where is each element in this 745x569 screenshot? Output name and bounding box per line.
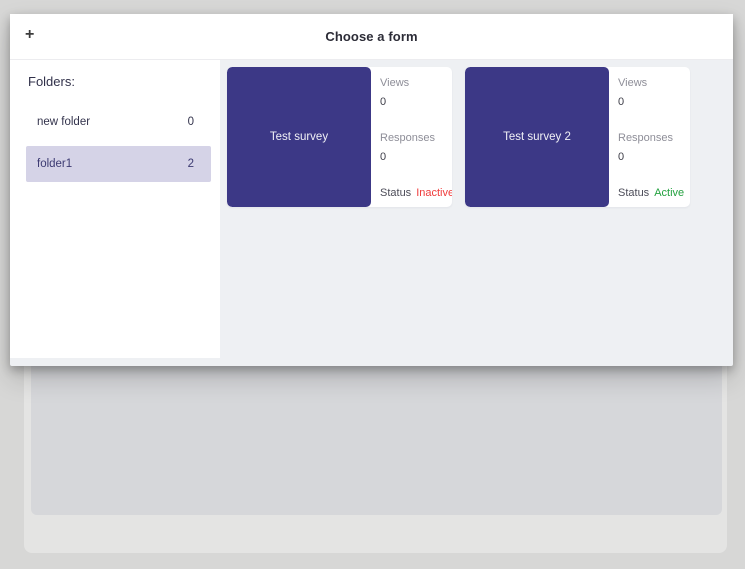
folder-count: 0	[187, 116, 194, 128]
folders-sidebar: Folders: new folder 0 folder1 2	[10, 60, 220, 358]
responses-value: 0	[380, 151, 387, 163]
status-badge: Active	[654, 187, 685, 199]
views-value: 0	[618, 96, 625, 108]
dialog-content: Folders: new folder 0 folder1 2 Test sur…	[10, 60, 733, 366]
folder-name: new folder	[37, 116, 91, 128]
folder-item-new-folder[interactable]: new folder 0	[26, 104, 211, 140]
form-title: Test survey 2	[503, 131, 571, 143]
form-card-stats: Views 0 Responses 0 Status Inactive	[371, 67, 452, 207]
dialog-title: Choose a form	[325, 29, 418, 44]
views-label: Views	[618, 77, 648, 89]
responses-value: 0	[618, 151, 625, 163]
views-label: Views	[380, 77, 410, 89]
folders-heading: Folders:	[28, 74, 75, 89]
status-label: Status	[380, 187, 412, 199]
status-row: Status Inactive	[380, 187, 452, 199]
folder-name: folder1	[37, 158, 73, 170]
form-title: Test survey	[269, 131, 329, 143]
forms-list: Test survey Views 0 Responses 0 Status I…	[220, 60, 733, 366]
form-card-cover: Test survey 2	[465, 67, 609, 207]
dialog-header: + Choose a form	[10, 14, 733, 60]
views-value: 0	[380, 96, 387, 108]
form-card-cover: Test survey	[227, 67, 371, 207]
form-card-stats: Views 0 Responses 0 Status Active	[609, 67, 690, 207]
status-row: Status Active	[618, 187, 684, 199]
folder-item-folder1[interactable]: folder1 2	[26, 146, 211, 182]
form-card-test-survey[interactable]: Test survey Views 0 Responses 0 Status I…	[227, 67, 452, 207]
responses-label: Responses	[380, 132, 436, 144]
status-label: Status	[618, 187, 650, 199]
status-badge: Inactive	[416, 187, 452, 199]
add-form-button[interactable]: +	[25, 26, 35, 43]
form-card-test-survey-2[interactable]: Test survey 2 Views 0 Responses 0 Status…	[465, 67, 690, 207]
folder-count: 2	[187, 158, 194, 170]
choose-form-dialog: + Choose a form Folders: new folder 0 fo…	[10, 14, 733, 366]
responses-label: Responses	[618, 132, 674, 144]
